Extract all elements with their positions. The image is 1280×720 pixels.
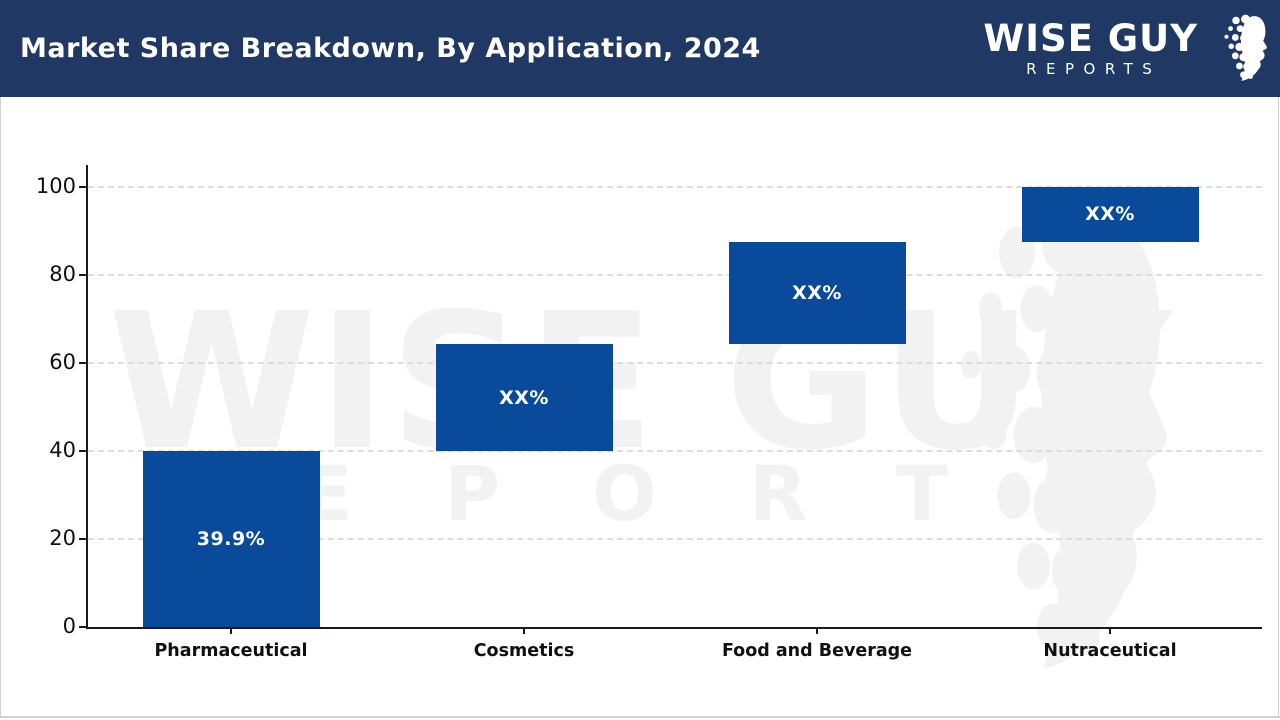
x-tick-label-cosmetics: Cosmetics — [473, 641, 575, 661]
y-tick-mark-0 — [79, 626, 86, 628]
y-tick-mark-40 — [79, 450, 86, 452]
x-axis-spine — [86, 627, 1262, 629]
gridline-100 — [88, 186, 1262, 188]
x-tick-label-nutraceutical: Nutraceutical — [1043, 641, 1177, 661]
y-tick-label-80: 80 — [49, 262, 76, 286]
brand-logo: WISE GUY REPORTS — [983, 7, 1280, 91]
y-tick-label-100: 100 — [35, 174, 76, 198]
y-tick-label-0: 0 — [62, 614, 76, 638]
bar-value-label-cosmetics: XX% — [499, 386, 549, 409]
x-tick-mark-pharmaceutical — [230, 627, 232, 634]
gridline-60 — [88, 362, 1262, 364]
brand-face-icon — [1224, 14, 1267, 81]
bar-value-label-pharmaceutical: 39.9% — [196, 528, 266, 551]
bar-food-and-beverage: XX% — [728, 241, 906, 344]
bar-nutraceutical: XX% — [1021, 187, 1199, 242]
bar-value-label-nutraceutical: XX% — [1085, 203, 1135, 226]
bottom-border — [0, 716, 1280, 718]
x-tick-mark-nutraceutical — [1109, 627, 1111, 634]
gridline-80 — [88, 274, 1262, 276]
y-tick-label-20: 20 — [49, 526, 76, 550]
brand-subtitle: REPORTS — [1026, 60, 1162, 78]
y-tick-label-60: 60 — [49, 350, 76, 374]
brand-logo-text: WISE GUY REPORTS — [983, 20, 1198, 77]
left-border — [0, 97, 1, 718]
y-tick-mark-80 — [79, 274, 86, 276]
y-axis-spine — [86, 165, 88, 629]
y-tick-mark-60 — [79, 362, 86, 364]
gridline-20 — [88, 538, 1262, 540]
y-tick-label-40: 40 — [49, 438, 76, 462]
x-tick-mark-cosmetics — [523, 627, 525, 634]
x-tick-label-food-and-beverage: Food and Beverage — [721, 641, 913, 661]
bar-value-label-food-and-beverage: XX% — [792, 281, 842, 304]
brand-name: WISE GUY — [983, 17, 1198, 60]
x-tick-mark-food-and-beverage — [816, 627, 818, 634]
y-tick-mark-100 — [79, 186, 86, 188]
bar-pharmaceutical: 39.9% — [142, 451, 320, 627]
y-tick-mark-20 — [79, 538, 86, 540]
header-bar: Market Share Breakdown, By Application, … — [0, 0, 1280, 97]
page-title: Market Share Breakdown, By Application, … — [20, 33, 761, 64]
gridline-40 — [88, 450, 1262, 452]
chart-area: WISE GUY REPORTS 0 20 40 60 80 100 39.9% XX% XX%… — [0, 97, 1280, 720]
x-tick-label-pharmaceutical: Pharmaceutical — [154, 641, 308, 661]
right-border — [1278, 97, 1279, 718]
bar-cosmetics: XX% — [435, 343, 613, 452]
